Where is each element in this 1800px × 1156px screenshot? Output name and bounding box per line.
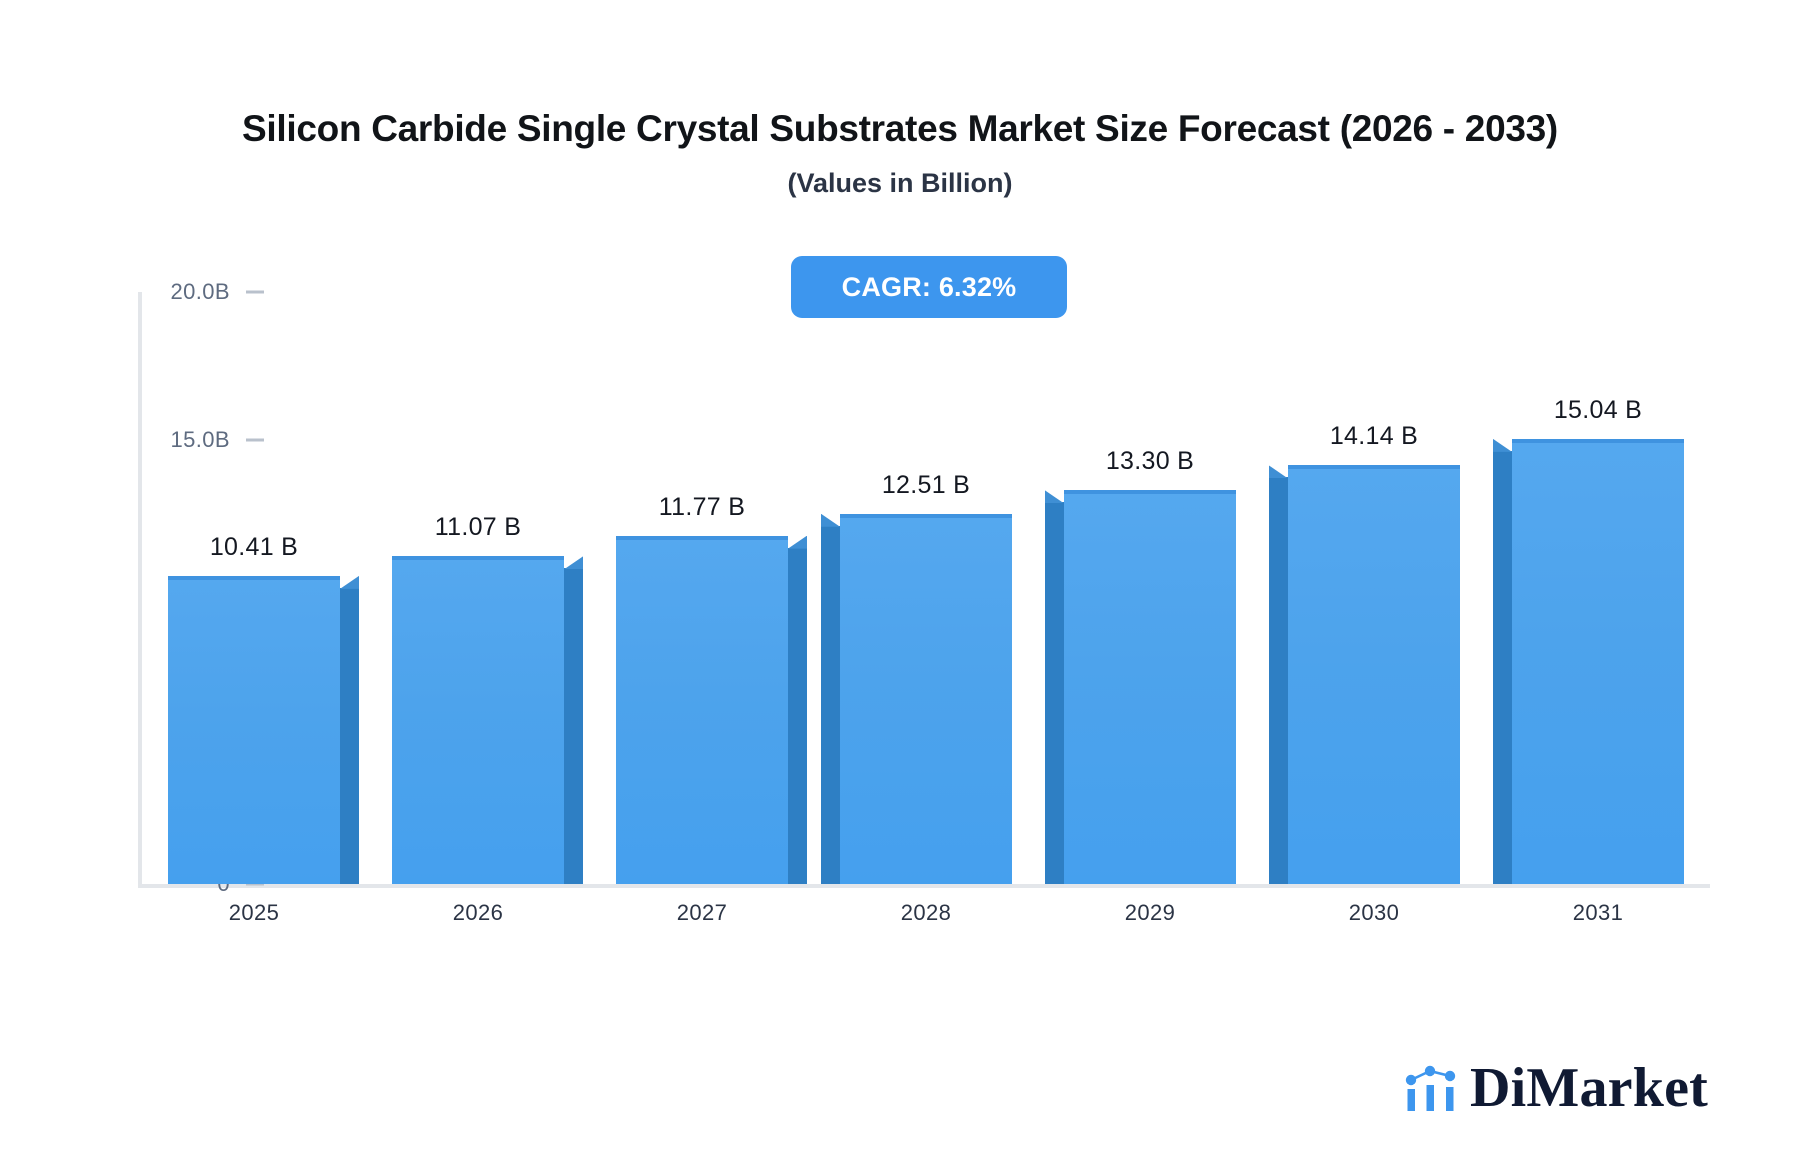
bar-front-face bbox=[840, 513, 1012, 884]
bar-2029[interactable] bbox=[1045, 490, 1236, 884]
y-axis-tick-mark bbox=[246, 290, 264, 294]
x-axis-label-2028: 2028 bbox=[900, 900, 952, 925]
bar-column[interactable]: 13.30 B bbox=[1045, 292, 1236, 884]
bar-column[interactable]: 14.14 B bbox=[1269, 292, 1460, 884]
bar-side-face bbox=[1045, 502, 1064, 884]
bar-column[interactable]: 15.04 B bbox=[1493, 292, 1684, 884]
bar-top-edge bbox=[1288, 465, 1460, 470]
bar-value-label: 12.51 B bbox=[881, 470, 971, 499]
bar-side-face bbox=[821, 525, 840, 884]
x-axis-label-2030: 2030 bbox=[1348, 900, 1400, 925]
cagr-badge: CAGR: 6.32% bbox=[791, 256, 1067, 318]
bar-front-face bbox=[1064, 490, 1236, 884]
bar-2030[interactable] bbox=[1269, 465, 1460, 884]
bar-front-face bbox=[392, 556, 564, 884]
bar-side-face bbox=[788, 547, 807, 884]
bar-value-label: 11.07 B bbox=[434, 513, 522, 542]
chart-subtitle: (Values in Billion) bbox=[787, 168, 1013, 198]
y-axis-tick-label: 20.0B bbox=[170, 279, 230, 304]
bar-front-face bbox=[168, 575, 340, 884]
y-axis-line bbox=[138, 292, 142, 888]
bar-side-face bbox=[1269, 477, 1288, 884]
bar-value-label: 10.41 B bbox=[209, 532, 299, 561]
y-axis-tick-mark bbox=[246, 882, 264, 886]
bar-side-face bbox=[340, 587, 359, 884]
bar-top-edge bbox=[1512, 438, 1684, 443]
bar-2027[interactable] bbox=[616, 535, 807, 884]
x-axis-label-2031: 2031 bbox=[1572, 900, 1624, 925]
bar-side-face bbox=[564, 568, 583, 884]
bar-column[interactable]: 11.07 B bbox=[392, 292, 583, 884]
x-axis-label-2027: 2027 bbox=[676, 900, 728, 925]
bar-top-edge bbox=[392, 556, 564, 561]
bar-series: 10.41 B 11.07 B 11.77 B 12.51 B 13.30 B 14.14… bbox=[142, 292, 1710, 884]
bar-column[interactable]: 11.77 B bbox=[616, 292, 807, 884]
x-axis-line bbox=[138, 884, 1710, 888]
x-axis-label-2025: 2025 bbox=[228, 900, 280, 925]
x-axis-label-2026: 2026 bbox=[452, 900, 504, 925]
bar-side-face bbox=[1493, 450, 1512, 884]
x-axis-label-2029: 2029 bbox=[1124, 900, 1176, 925]
bar-2025[interactable] bbox=[168, 575, 359, 884]
y-axis-tick-label: 15.0B bbox=[170, 427, 230, 452]
bar-value-label: 15.04 B bbox=[1553, 395, 1643, 424]
page-title: Silicon Carbide Single Crystal Substrate… bbox=[242, 108, 1558, 149]
bar-2026[interactable] bbox=[392, 556, 583, 884]
dimarket-logo: DiMarket bbox=[1405, 1060, 1708, 1116]
bar-2031[interactable] bbox=[1493, 438, 1684, 884]
brand-name: DiMarket bbox=[1470, 1057, 1708, 1119]
x-axis-labels: 2025 2026 2027 2028 2029 2030 2031 bbox=[138, 900, 1710, 940]
cagr-badge-label: CAGR: 6.32% bbox=[841, 271, 1017, 302]
bar-top-edge bbox=[168, 575, 340, 580]
bar-2028[interactable] bbox=[821, 513, 1012, 884]
bar-chart-logo-icon bbox=[1405, 1065, 1456, 1111]
bar-value-label: 14.14 B bbox=[1329, 422, 1419, 451]
bar-value-label: 13.30 B bbox=[1105, 447, 1195, 476]
bar-top-edge bbox=[616, 535, 788, 540]
bar-value-label: 11.77 B bbox=[658, 492, 746, 521]
bar-front-face bbox=[616, 535, 788, 884]
bar-top-edge bbox=[840, 513, 1012, 518]
bar-top-edge bbox=[1064, 490, 1236, 495]
bar-column[interactable]: 12.51 B bbox=[821, 292, 1012, 884]
y-axis-tick-mark bbox=[246, 438, 264, 442]
bar-front-face bbox=[1512, 438, 1684, 884]
bar-front-face bbox=[1288, 465, 1460, 884]
bar-column[interactable]: 10.41 B bbox=[168, 292, 359, 884]
